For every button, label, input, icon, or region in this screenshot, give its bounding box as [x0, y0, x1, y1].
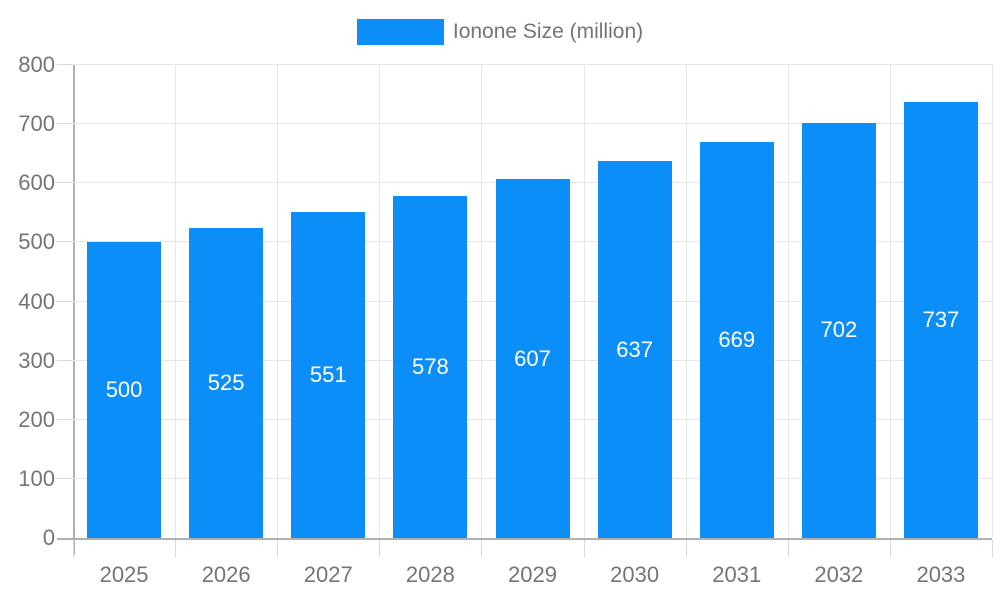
bar-2027[interactable]: 551: [291, 212, 366, 538]
v-gridline: [481, 65, 483, 538]
y-axis-tick-label: 200: [18, 406, 55, 432]
y-tick: [57, 418, 73, 420]
y-axis-tick-label: 0: [42, 525, 55, 550]
y-axis-tick-label: 500: [18, 229, 55, 255]
y-axis-tick-label: 800: [18, 52, 55, 77]
x-axis-tick-label: 2032: [814, 562, 864, 587]
y-axis-tick-label: 100: [18, 465, 55, 491]
y-tick: [57, 477, 73, 479]
bar-value-label: 578: [412, 354, 449, 380]
x-axis-tick-label: 2030: [610, 562, 660, 587]
bar-2026[interactable]: 525: [189, 227, 264, 538]
y-tick: [57, 182, 73, 184]
bar-value-label: 551: [309, 362, 347, 388]
x-tick: [73, 540, 74, 557]
y-axis-line: [73, 65, 75, 555]
bar-value-label: 637: [616, 336, 653, 362]
legend-label: Ionone Size (million): [452, 20, 644, 43]
bar-value-label: 737: [922, 307, 960, 333]
bar-2025[interactable]: 500: [87, 242, 162, 538]
h-gridline: [73, 64, 992, 65]
x-tick: [889, 540, 891, 557]
bar-2031[interactable]: 669: [699, 142, 774, 538]
v-gridline: [175, 65, 177, 538]
bar-value-label: 500: [105, 377, 143, 403]
v-gridline: [787, 65, 789, 538]
v-gridline: [583, 65, 585, 538]
bar-value-label: 669: [718, 327, 756, 353]
x-tick: [481, 540, 483, 557]
x-tick: [992, 540, 993, 557]
x-axis-tick-label: 2028: [405, 562, 455, 587]
bar-2029[interactable]: 607: [495, 179, 570, 538]
bar-2032[interactable]: 702: [801, 122, 876, 538]
plot-area: 0 100 200 300 400 500 600 700 800 2025 2026 2027 202…: [18, 52, 993, 587]
y-tick: [57, 300, 73, 302]
x-axis-tick-label: 2031: [712, 562, 762, 587]
h-gridline: [73, 123, 992, 125]
y-axis-tick-label: 700: [18, 111, 55, 137]
x-axis-tick-label: 2033: [916, 562, 966, 587]
x-tick: [787, 540, 789, 557]
bar-value-label: 525: [207, 369, 245, 395]
x-tick: [685, 540, 687, 557]
y-axis-tick-label: 600: [18, 170, 55, 196]
x-tick: [583, 540, 585, 557]
y-axis-tick-label: 400: [18, 288, 55, 314]
bar-2028[interactable]: 578: [393, 196, 468, 538]
v-gridline: [992, 65, 993, 538]
y-tick: [57, 359, 73, 361]
x-tick: [379, 540, 381, 557]
legend-swatch: [356, 19, 444, 45]
v-gridline: [685, 65, 687, 538]
x-axis-tick-label: 2026: [201, 562, 251, 587]
legend[interactable]: Ionone Size (million): [0, 19, 1000, 45]
x-axis-tick-label: 2027: [303, 562, 353, 587]
y-tick: [57, 241, 73, 243]
y-tick: [57, 64, 73, 65]
v-gridline: [277, 65, 279, 538]
bar-value-label: 702: [820, 317, 858, 343]
bar-2030[interactable]: 637: [597, 161, 672, 538]
y-axis-tick-label: 300: [18, 347, 55, 373]
x-axis-tick-label: 2029: [508, 562, 557, 587]
x-tick: [277, 540, 279, 557]
x-axis-tick-label: 2025: [99, 562, 149, 587]
bar-2033[interactable]: 737: [903, 102, 978, 538]
y-tick: [57, 123, 73, 125]
x-axis-line: [57, 538, 992, 540]
v-gridline: [889, 65, 891, 538]
bar-value-label: 607: [514, 345, 551, 371]
x-tick: [175, 540, 177, 557]
v-gridline: [379, 65, 381, 538]
